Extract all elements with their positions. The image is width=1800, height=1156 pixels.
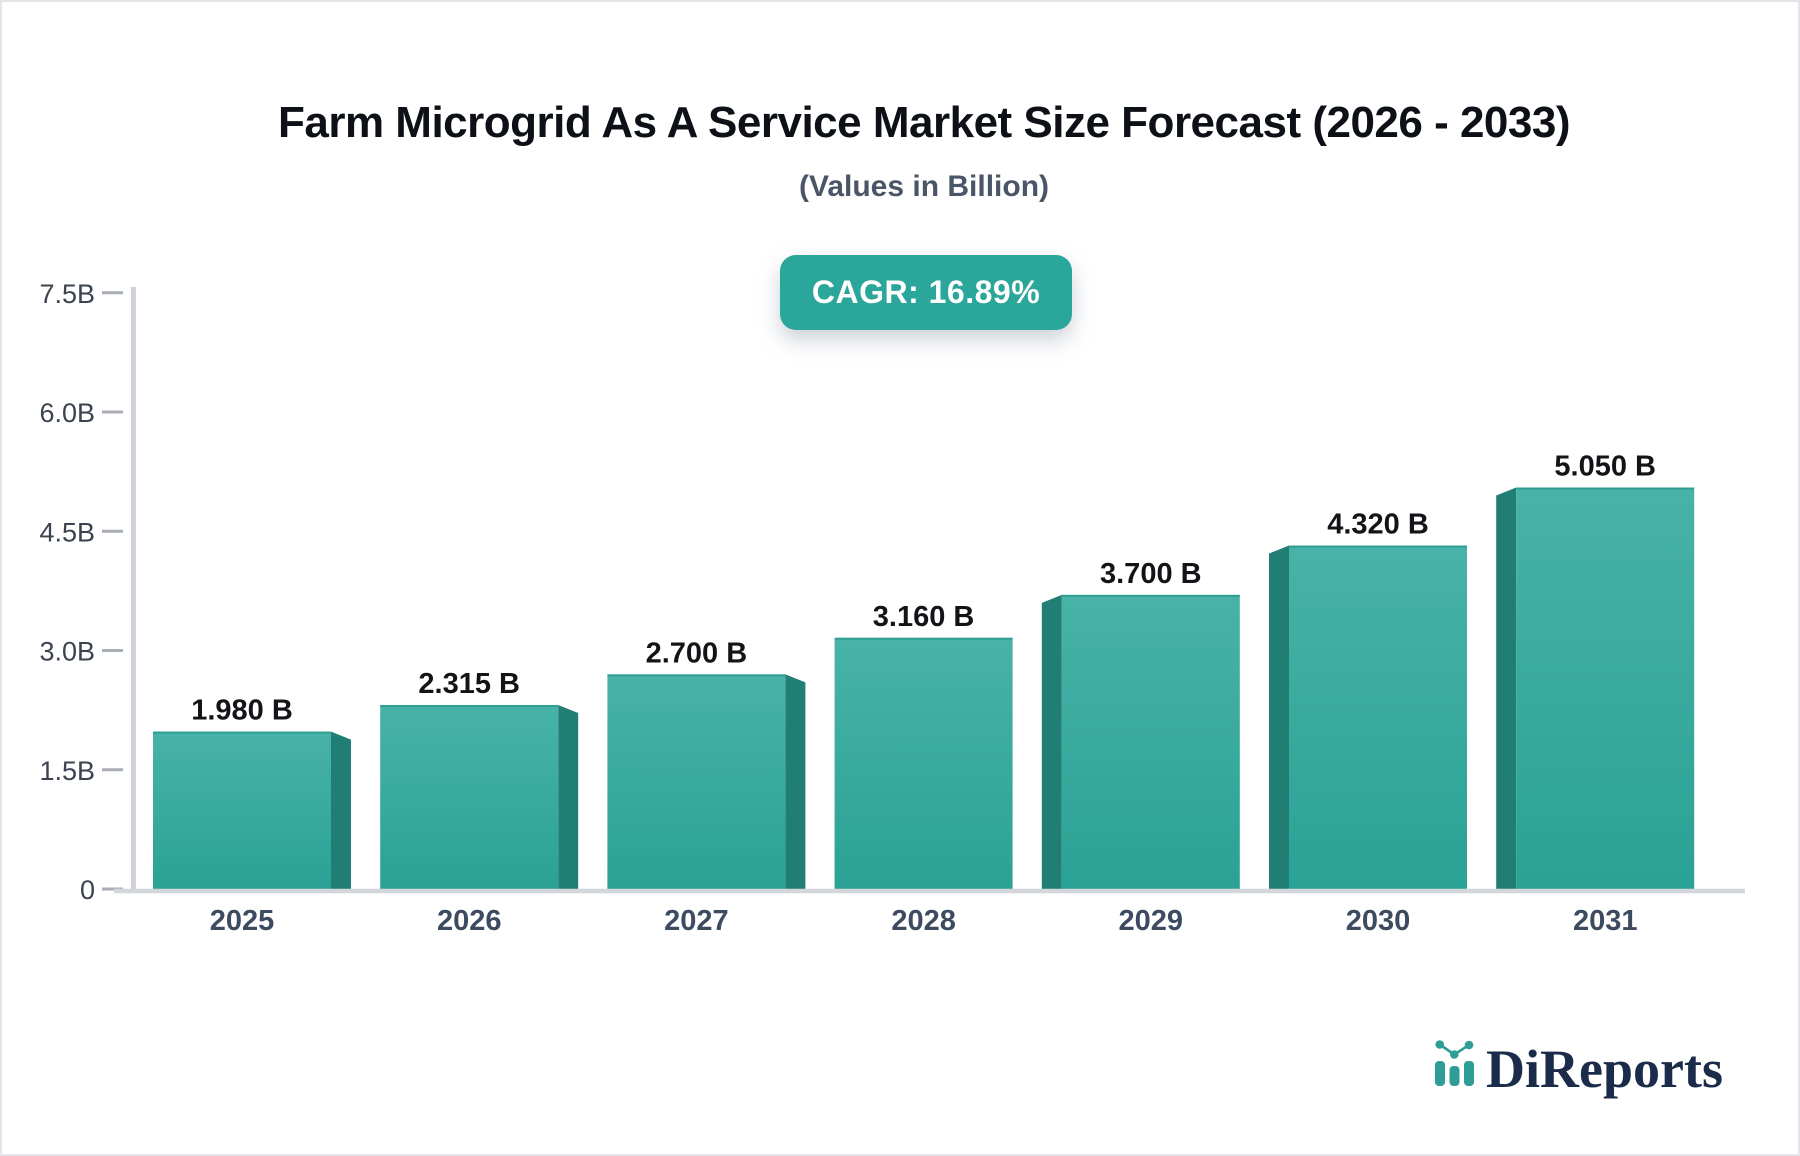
x-axis-label: 2031 [1573, 905, 1638, 937]
bar-side-3d [1041, 594, 1062, 889]
y-axis-tick-label: 0 [80, 875, 95, 905]
logo-mini-bars [1435, 1061, 1474, 1086]
page-subtitle: (Values in Billion) [798, 170, 1050, 203]
cagr-badge: CAGR: 16.89% [780, 255, 1072, 330]
x-axis-label: 2025 [210, 905, 275, 937]
x-axis-label: 2030 [1346, 905, 1411, 937]
bar-value-label: 4.320 B [1327, 509, 1429, 541]
bar-side-3d [331, 731, 351, 889]
direports-logo-text: DiReports [1486, 1039, 1723, 1099]
y-axis-tick-label: 6.0B [39, 398, 95, 428]
x-axis-label: 2026 [437, 905, 502, 937]
bar-2026 [380, 704, 559, 889]
bar-value-label: 2.700 B [646, 637, 748, 669]
bar-2028 [834, 637, 1013, 889]
page-title: Farm Microgrid As A Service Market Size … [277, 98, 1571, 147]
bar-2030 [1289, 545, 1467, 889]
bar-value-label: 3.700 B [1100, 558, 1202, 590]
bar-2029 [1061, 594, 1240, 889]
y-axis-tick-label: 7.5B [39, 279, 95, 309]
direports-logo-icon [1435, 1040, 1474, 1086]
y-axis-tick-label: 1.5B [39, 756, 95, 786]
bar-value-label: 1.980 B [191, 695, 293, 727]
bar-side-3d [1269, 545, 1289, 889]
y-axis-tick-label: 3.0B [39, 637, 95, 667]
bar-value-label: 3.160 B [873, 601, 975, 633]
bar-side-3d [785, 674, 806, 889]
x-axis-label: 2029 [1119, 905, 1184, 937]
y-axis-tick-label: 4.5B [39, 517, 95, 547]
bar-2031 [1516, 487, 1695, 889]
x-axis-label: 2027 [664, 905, 729, 937]
logo-trend-line [1435, 1040, 1474, 1059]
bar-2027 [607, 674, 786, 889]
bar-side-3d [558, 704, 579, 889]
bar-value-label: 5.050 B [1554, 451, 1656, 483]
bar-2025 [153, 731, 331, 889]
x-axis-label: 2028 [891, 905, 956, 937]
bar-value-label: 2.315 B [418, 668, 520, 700]
bar-side-3d [1496, 487, 1517, 889]
